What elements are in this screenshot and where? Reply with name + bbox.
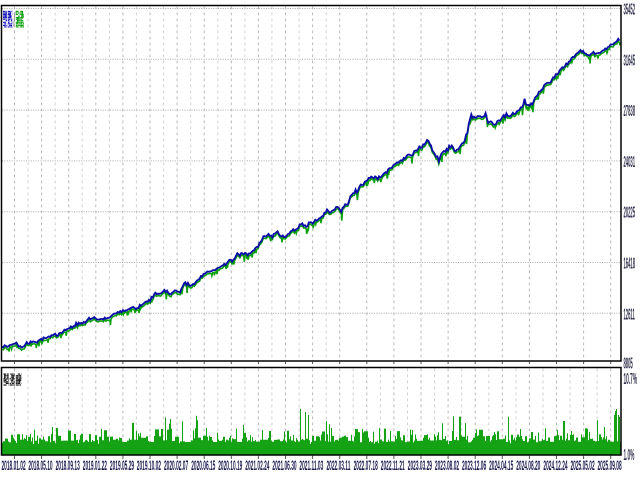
svg-text:2019.05.29: 2019.05.29 xyxy=(110,459,134,474)
svg-text:2021.11.03: 2021.11.03 xyxy=(299,459,323,474)
svg-text:2020.06.15: 2020.06.15 xyxy=(191,459,215,474)
svg-text:16418: 16418 xyxy=(624,255,636,273)
svg-text:8805: 8805 xyxy=(624,355,633,373)
svg-text:20225: 20225 xyxy=(624,204,636,222)
svg-text:2021.06.30: 2021.06.30 xyxy=(272,459,296,474)
svg-text:2025.09.08: 2025.09.08 xyxy=(598,459,622,474)
svg-text:1.0%: 1.0% xyxy=(624,445,635,464)
svg-text:2018.09.13: 2018.09.13 xyxy=(56,459,80,474)
svg-text:31645: 31645 xyxy=(624,52,636,70)
svg-text:2023.12.06: 2023.12.06 xyxy=(462,459,486,474)
svg-text:2024.12.24: 2024.12.24 xyxy=(543,459,567,474)
svg-text:24031: 24031 xyxy=(624,153,636,171)
svg-text:2018.01.02: 2018.01.02 xyxy=(2,459,26,474)
svg-text:2024.04.15: 2024.04.15 xyxy=(489,459,513,474)
svg-text:2018.05.10: 2018.05.10 xyxy=(28,459,52,474)
svg-text:35452: 35452 xyxy=(624,1,636,19)
svg-text:2021.02.24: 2021.02.24 xyxy=(245,459,269,474)
svg-text:2019.01.22: 2019.01.22 xyxy=(83,459,107,474)
svg-text:2020.10.19: 2020.10.19 xyxy=(218,459,242,474)
svg-text:2019.10.02: 2019.10.02 xyxy=(137,459,161,474)
svg-text:2020.02.07: 2020.02.07 xyxy=(164,459,188,474)
svg-text:12611: 12611 xyxy=(624,306,636,324)
svg-text:2025.05.02: 2025.05.02 xyxy=(571,459,595,474)
svg-text:2022.07.18: 2022.07.18 xyxy=(354,459,378,474)
svg-text:2023.03.29: 2023.03.29 xyxy=(408,459,432,474)
svg-text:2022.11.21: 2022.11.21 xyxy=(381,459,405,474)
svg-text:2024.08.20: 2024.08.20 xyxy=(516,459,540,474)
svg-text:10.7%: 10.7% xyxy=(624,369,638,388)
svg-text:2022.03.11: 2022.03.11 xyxy=(327,459,351,474)
svg-text:27838: 27838 xyxy=(624,102,636,120)
svg-text:2023.08.02: 2023.08.02 xyxy=(435,459,459,474)
